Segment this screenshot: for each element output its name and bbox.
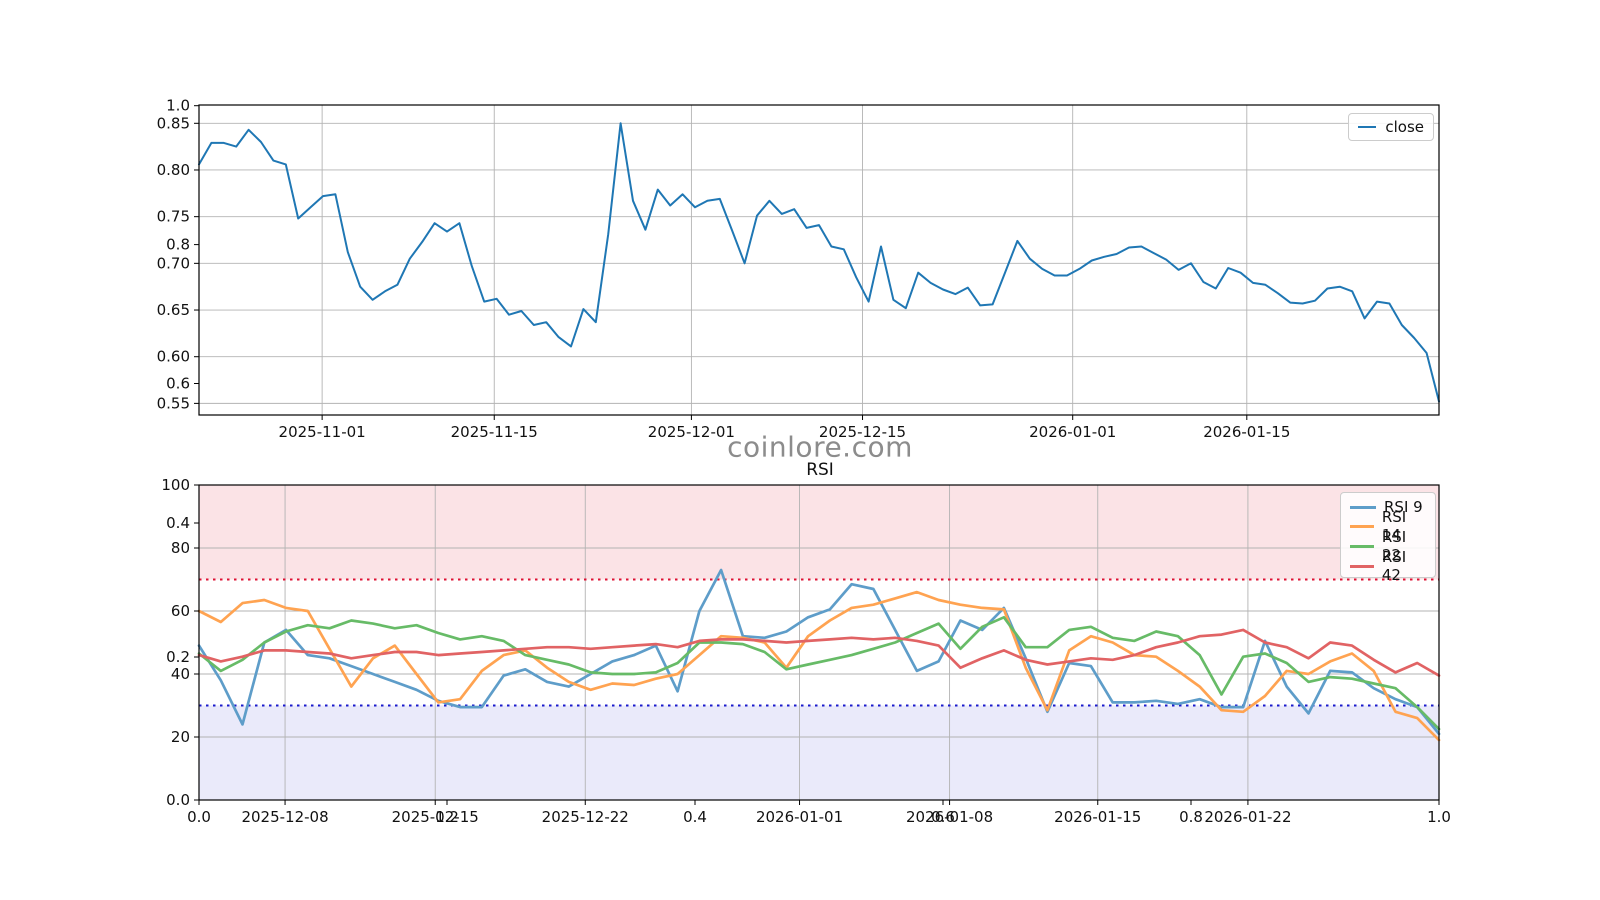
y-tick-label-secondary: 0.6 [166,375,190,393]
y-tick-label: 80 [171,539,190,557]
y-tick-label: 20 [171,728,190,746]
y-tick-label: 0.55 [157,394,190,412]
x-tick-label: 2026-01-01 [1029,423,1116,441]
series-rsi-42 [197,628,1441,677]
rsi-legend[interactable]: RSI 9 RSI 14 RSI 22 RSI 42 [1340,492,1436,584]
rsi-legend-row: RSI 22 [1350,528,1426,564]
close-legend-label: close [1385,118,1424,136]
x-tick-label: 0.0 [187,808,211,826]
overbought-band [199,485,1439,580]
x-tick-label: 0.2 [435,808,459,826]
y-tick-label-secondary: 0.4 [166,514,190,532]
y-tick-label: 0.60 [157,348,190,366]
rsi-legend-swatch [1350,544,1374,548]
y-tick-label: 60 [171,602,190,620]
rsi-legend-row: RSI 9 [1350,498,1426,516]
y-tick-label: 0.65 [157,301,190,319]
axes-spines [198,484,1440,801]
x-tick-label: 2025-12-01 [648,423,735,441]
rsi-legend-row: RSI 14 [1350,508,1426,544]
y-tick-label: 0.85 [157,114,190,132]
series-rsi-22 [197,615,1441,731]
y-tick-label: 0.70 [157,254,190,272]
rsi-chart-title: RSI [806,460,834,480]
rsi-legend-label: RSI 9 [1384,498,1423,516]
y-tick-label: 0.75 [157,208,190,226]
y-tick-label-secondary: 1.0 [166,97,190,115]
y-tick-label: 0.0 [166,791,190,809]
x-tick-label: 2025-12-22 [542,808,629,826]
x-tick-label: 2025-11-15 [451,423,538,441]
rsi-chart: 0.0 2025-12-08 2025-12-150.2 2025-12-22 0.4 2… [161,476,1451,826]
x-tick-label: 2026-01-22 [1204,808,1291,826]
series-rsi-9 [197,568,1441,736]
axes-spines [198,104,1440,416]
rsi-legend-swatch [1350,564,1374,568]
rsi-legend-label: RSI 22 [1381,528,1407,564]
x-tick-label: 2025-12-08 [241,808,328,826]
oversold-band [199,705,1439,800]
x-tick-label: 2025-12-15 [392,808,479,826]
series-close [198,122,1440,403]
watermark: coinlore.com [727,430,913,464]
y-tick-label: 100 [161,476,190,494]
x-tick-label: 1.0 [1427,808,1451,826]
y-tick-label-secondary: 0.8 [166,236,190,254]
y-tick-label: 40 [171,665,190,683]
rsi-legend-swatch [1350,505,1376,509]
price-legend[interactable]: close [1348,113,1434,141]
series-rsi-14 [197,590,1441,742]
rsi-legend-label: RSI 42 [1381,548,1407,584]
price-chart: 2025-11-01 2025-11-15 2025-12-01 2025-12-15… [157,97,1440,441]
x-tick-label: 0.6 [931,808,955,826]
rsi-legend-swatch [1350,524,1374,528]
x-tick-label: 2026-01-01 [756,808,843,826]
x-tick-label: 0.4 [683,808,707,826]
rsi-legend-label: RSI 14 [1381,508,1407,544]
y-tick-label-secondary: 0.2 [166,648,190,666]
y-tick-label: 0.80 [157,161,190,179]
rsi-legend-row: RSI 42 [1350,548,1426,584]
x-tick-label: 2025-12-15 [819,423,906,441]
x-tick-label: 2026-01-15 [1054,808,1141,826]
x-tick-label: 0.8 [1179,808,1203,826]
x-tick-label: 2025-11-01 [279,423,366,441]
x-tick-label: 2026-01-15 [1203,423,1290,441]
close-line-swatch [1358,126,1377,128]
x-tick-label: 2026-01-08 [906,808,993,826]
